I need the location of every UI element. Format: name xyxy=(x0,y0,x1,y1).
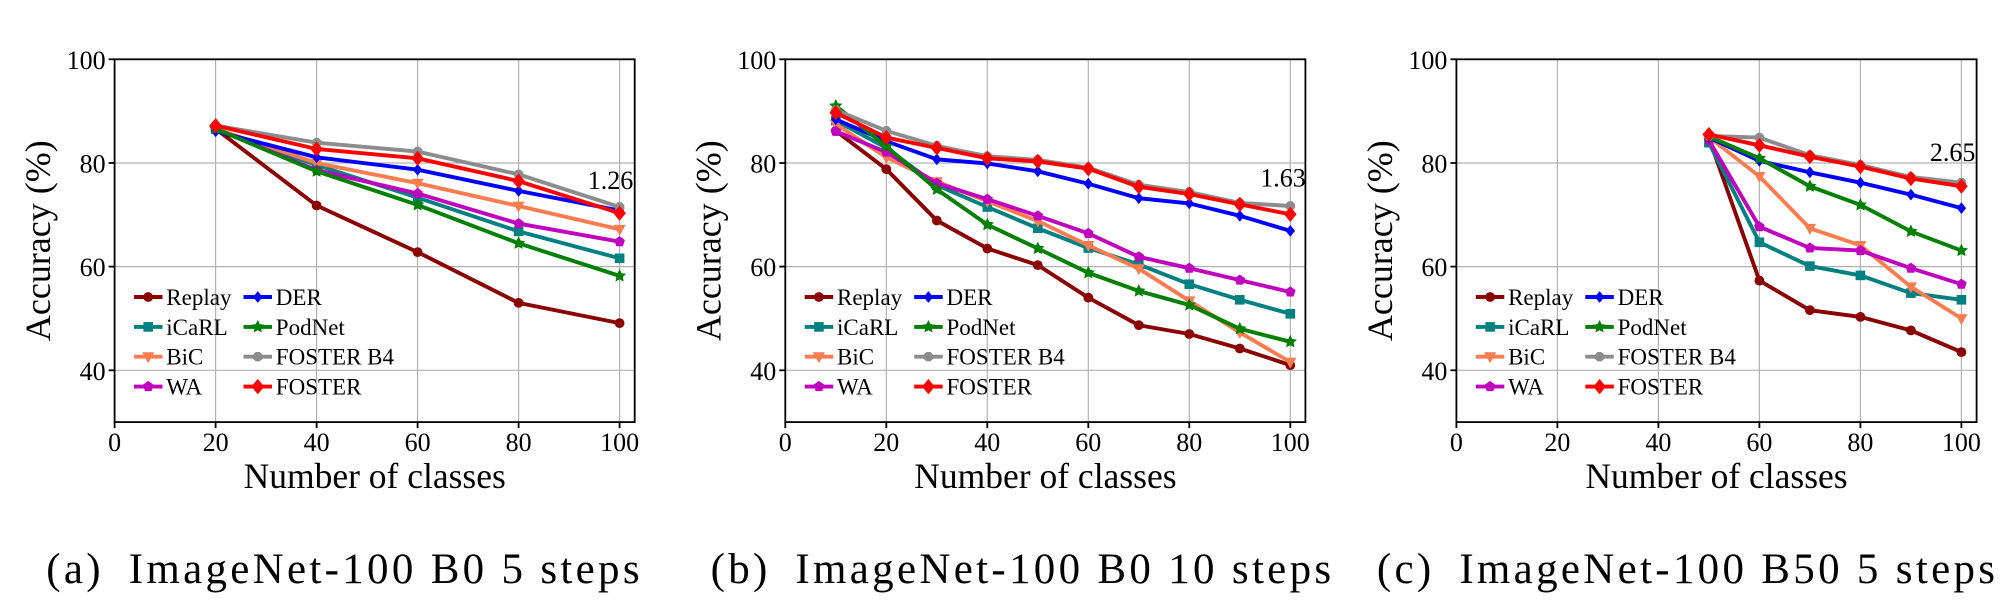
svg-text:80: 80 xyxy=(1176,428,1202,457)
svg-text:DER: DER xyxy=(276,285,323,310)
svg-text:FOSTER B4: FOSTER B4 xyxy=(1618,345,1737,370)
svg-text:iCaRL: iCaRL xyxy=(166,315,227,340)
svg-text:80: 80 xyxy=(506,428,532,457)
svg-text:100: 100 xyxy=(600,428,639,457)
svg-text:iCaRL: iCaRL xyxy=(837,315,898,340)
svg-text:20: 20 xyxy=(1544,428,1570,457)
svg-text:0: 0 xyxy=(779,428,792,457)
svg-text:iCaRL: iCaRL xyxy=(1508,315,1569,340)
svg-text:Accuracy (%): Accuracy (%) xyxy=(18,140,58,341)
svg-text:FOSTER B4: FOSTER B4 xyxy=(947,345,1066,370)
svg-text:WA: WA xyxy=(166,375,202,400)
svg-text:BiC: BiC xyxy=(166,345,203,370)
svg-text:WA: WA xyxy=(1508,375,1544,400)
svg-text:100: 100 xyxy=(67,46,106,75)
svg-text:40: 40 xyxy=(974,428,1000,457)
svg-text:PodNet: PodNet xyxy=(1618,315,1688,340)
svg-text:BiC: BiC xyxy=(1508,345,1545,370)
svg-text:(b) ImageNet-100 B0 10 steps: (b) ImageNet-100 B0 10 steps xyxy=(711,546,1335,593)
svg-text:60: 60 xyxy=(1075,428,1101,457)
svg-text:DER: DER xyxy=(947,285,994,310)
svg-text:1.26: 1.26 xyxy=(588,166,634,195)
svg-text:0: 0 xyxy=(108,428,121,457)
svg-text:20: 20 xyxy=(203,428,229,457)
svg-text:DER: DER xyxy=(1618,285,1665,310)
svg-text:60: 60 xyxy=(405,428,431,457)
svg-text:Accuracy (%): Accuracy (%) xyxy=(1360,140,1400,341)
svg-text:80: 80 xyxy=(80,150,106,179)
svg-text:40: 40 xyxy=(80,357,106,386)
svg-text:Replay: Replay xyxy=(837,285,903,310)
svg-text:40: 40 xyxy=(304,428,330,457)
svg-text:Accuracy (%): Accuracy (%) xyxy=(689,140,729,341)
svg-text:40: 40 xyxy=(1645,428,1671,457)
svg-text:Replay: Replay xyxy=(1508,285,1574,310)
svg-text:80: 80 xyxy=(1421,150,1447,179)
svg-text:20: 20 xyxy=(873,428,899,457)
svg-text:FOSTER: FOSTER xyxy=(947,375,1033,400)
svg-text:Replay: Replay xyxy=(166,285,232,310)
svg-text:Number of classes: Number of classes xyxy=(914,456,1176,496)
svg-text:BiC: BiC xyxy=(837,345,874,370)
svg-text:(a) ImageNet-100 B0 5 steps: (a) ImageNet-100 B0 5 steps xyxy=(46,546,643,593)
svg-text:60: 60 xyxy=(750,253,776,282)
svg-text:1.63: 1.63 xyxy=(1260,163,1306,192)
svg-text:80: 80 xyxy=(750,150,776,179)
svg-text:40: 40 xyxy=(1421,357,1447,386)
svg-text:Number of classes: Number of classes xyxy=(244,456,506,496)
svg-text:60: 60 xyxy=(1421,253,1447,282)
svg-text:PodNet: PodNet xyxy=(947,315,1017,340)
svg-text:FOSTER: FOSTER xyxy=(276,375,362,400)
svg-text:100: 100 xyxy=(1408,46,1447,75)
svg-text:FOSTER B4: FOSTER B4 xyxy=(276,345,395,370)
svg-text:(c) ImageNet-100 B50 5 steps: (c) ImageNet-100 B50 5 steps xyxy=(1377,546,1998,593)
svg-text:0: 0 xyxy=(1450,428,1463,457)
svg-text:100: 100 xyxy=(1271,428,1310,457)
svg-text:100: 100 xyxy=(737,46,776,75)
svg-text:FOSTER: FOSTER xyxy=(1618,375,1704,400)
svg-text:PodNet: PodNet xyxy=(276,315,346,340)
svg-text:80: 80 xyxy=(1847,428,1873,457)
svg-text:60: 60 xyxy=(1746,428,1772,457)
svg-text:Number of classes: Number of classes xyxy=(1585,456,1847,496)
svg-text:100: 100 xyxy=(1942,428,1981,457)
svg-text:WA: WA xyxy=(837,375,873,400)
svg-text:2.65: 2.65 xyxy=(1930,138,1976,167)
svg-text:40: 40 xyxy=(750,357,776,386)
svg-text:60: 60 xyxy=(80,253,106,282)
